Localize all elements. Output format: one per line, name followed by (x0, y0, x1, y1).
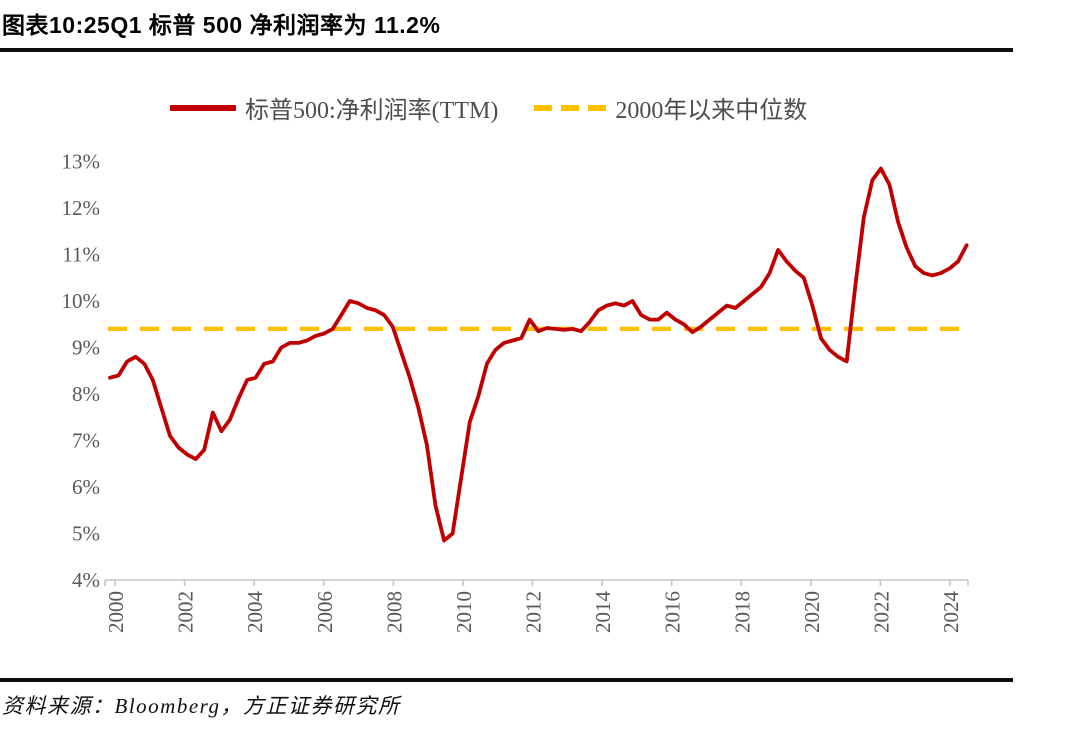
y-axis-tick-label: 9% (72, 336, 100, 360)
y-axis-tick-label: 6% (72, 475, 100, 499)
y-axis-tick-label: 10% (62, 289, 101, 313)
y-axis-tick-label: 5% (72, 522, 100, 546)
footer-divider (0, 678, 1013, 682)
source-note: 资料来源：Bloomberg，方正证券研究所 (2, 694, 401, 718)
x-axis-tick-label: 2010 (452, 591, 476, 633)
y-axis-tick-label: 13% (62, 150, 101, 174)
net-margin-line (108, 166, 969, 543)
x-axis-tick-label: 2022 (869, 591, 893, 633)
legend-item-net-margin: 标普500:净利润率(TTM) (170, 90, 498, 125)
gold-dashed-swatch-icon (534, 104, 607, 111)
chart-legend: 标普500:净利润率(TTM) 2000年以来中位数 (170, 90, 807, 125)
x-axis-tick-label: 2008 (382, 591, 406, 633)
y-axis-tick-label: 11% (62, 243, 100, 267)
y-axis-tick-label: 7% (72, 429, 100, 453)
x-axis-tick-label: 2016 (661, 591, 685, 633)
x-axis-tick-label: 2000 (104, 591, 128, 633)
x-axis-tick-label: 2018 (730, 591, 754, 633)
x-axis-tick-label: 2002 (174, 591, 198, 633)
legend-item-median: 2000年以来中位数 (534, 90, 807, 125)
y-axis-tick-label: 4% (72, 568, 100, 592)
chart-title: 图表10:25Q1 标普 500 净利润率为 11.2% (2, 12, 441, 38)
legend-label-median: 2000年以来中位数 (615, 98, 808, 124)
x-axis-tick-label: 2012 (522, 591, 546, 633)
legend-label-net-margin: 标普500:净利润率(TTM) (245, 98, 499, 124)
x-axis-tick-label: 2020 (800, 591, 824, 633)
title-divider (0, 48, 1013, 52)
y-axis-tick-label: 12% (62, 196, 101, 220)
red-line-swatch-icon (170, 104, 236, 111)
y-axis-tick-label: 8% (72, 382, 100, 406)
x-axis-tick-label: 2024 (939, 591, 963, 634)
x-axis-tick-label: 2014 (591, 591, 615, 634)
x-axis-tick-label: 2006 (313, 591, 337, 633)
x-axis-tick-label: 2004 (243, 591, 267, 634)
